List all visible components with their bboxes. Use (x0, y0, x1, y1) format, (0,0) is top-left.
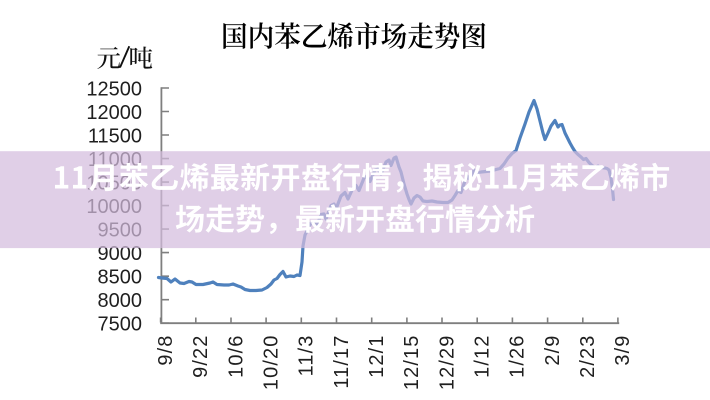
svg-text:12/1: 12/1 (366, 335, 388, 378)
svg-text:2/23: 2/23 (577, 335, 599, 378)
svg-text:7500: 7500 (98, 314, 143, 336)
svg-text:10/20: 10/20 (260, 335, 282, 391)
svg-text:9/22: 9/22 (190, 335, 212, 378)
svg-text:12/29: 12/29 (436, 335, 458, 391)
svg-text:12500: 12500 (86, 78, 142, 100)
svg-text:2/9: 2/9 (542, 335, 564, 366)
svg-text:12000: 12000 (86, 102, 142, 124)
svg-text:11/3: 11/3 (296, 335, 318, 377)
svg-text:8000: 8000 (98, 290, 143, 312)
svg-text:10/6: 10/6 (225, 335, 247, 378)
svg-text:12/15: 12/15 (401, 335, 423, 391)
svg-text:9000: 9000 (98, 243, 143, 265)
svg-text:3/9: 3/9 (612, 335, 634, 366)
svg-text:8500: 8500 (98, 267, 143, 289)
svg-text:1/26: 1/26 (507, 335, 529, 378)
svg-text:11500: 11500 (88, 125, 142, 147)
svg-text:9/8: 9/8 (155, 335, 177, 366)
svg-text:11/17: 11/17 (331, 335, 353, 389)
svg-text:1/12: 1/12 (472, 335, 494, 378)
